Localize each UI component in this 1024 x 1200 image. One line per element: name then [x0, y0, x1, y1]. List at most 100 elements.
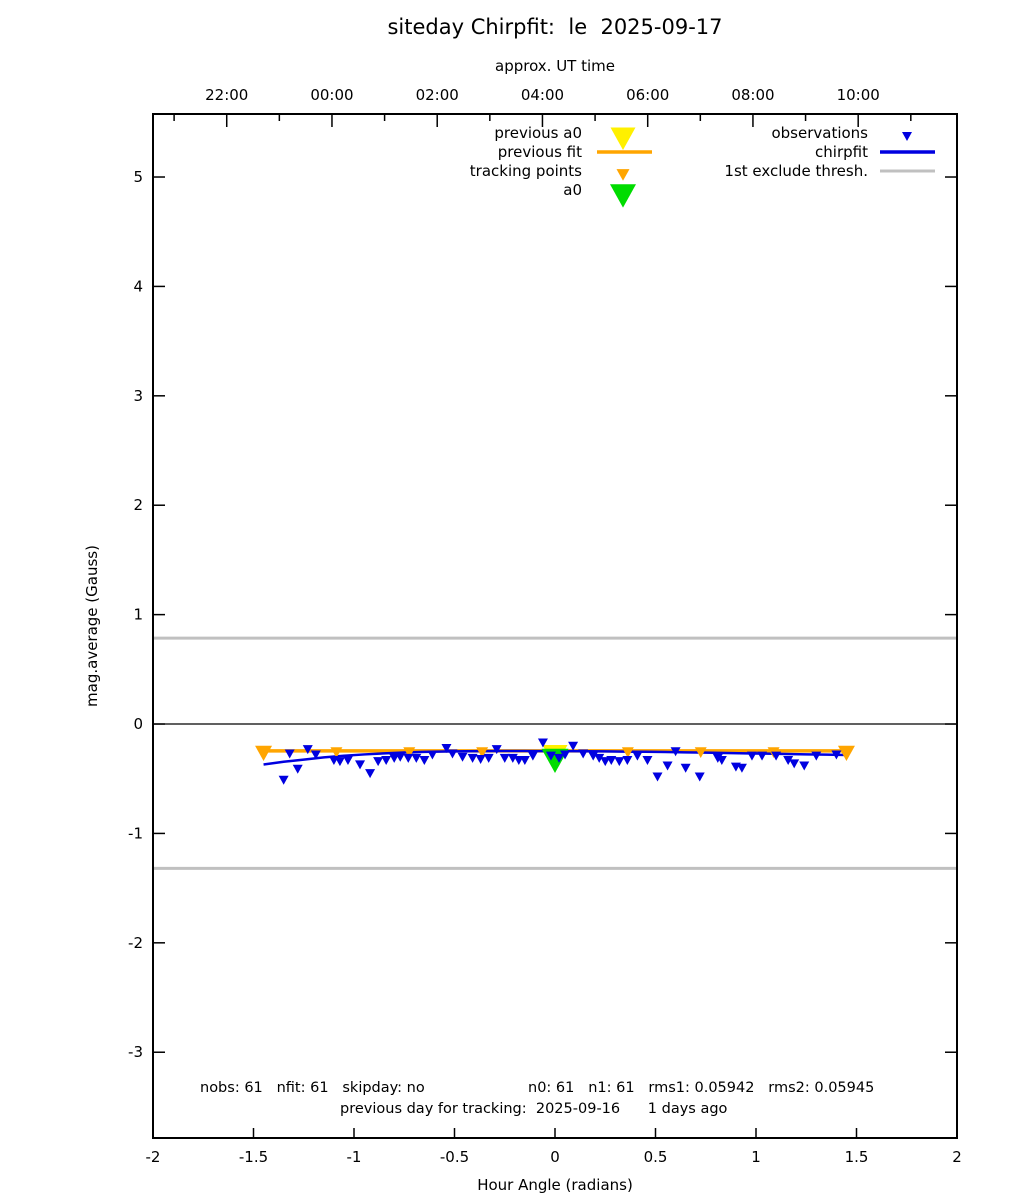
x2-tick-label: 22:00 [205, 86, 248, 104]
x-tick-label: 1.5 [845, 1148, 869, 1166]
chart-title: siteday Chirpfit: le 2025-09-17 [387, 15, 722, 39]
observation-marker [365, 769, 376, 779]
observation-marker [652, 772, 663, 782]
observation-marker [441, 743, 452, 753]
observation-marker [467, 753, 478, 763]
observation-marker [560, 750, 571, 760]
observation-marker [746, 751, 757, 761]
tracking-point-marker [476, 747, 489, 759]
observation-marker [811, 751, 822, 761]
legend-label: a0 [563, 181, 582, 199]
legend-label: 1st exclude thresh. [724, 162, 868, 180]
legend-triangle-icon [902, 132, 912, 141]
observation-marker [475, 754, 486, 764]
observation-marker [334, 757, 345, 767]
observation-marker [545, 751, 556, 761]
tracking-point-marker [694, 747, 707, 759]
x2-tick-label: 10:00 [837, 86, 880, 104]
observation-marker [831, 750, 842, 760]
observation-marker [694, 772, 705, 782]
observation-marker [373, 757, 384, 767]
stats-line1-right: n0: 61 n1: 61 rms1: 0.05942 rms2: 0.0594… [528, 1080, 874, 1096]
observation-marker [519, 756, 530, 766]
tracking-point-marker [255, 745, 273, 762]
observation-marker [411, 753, 422, 763]
observation-marker [680, 763, 691, 773]
observation-marker [594, 753, 605, 763]
observation-marker [537, 738, 548, 748]
observation-marker [757, 751, 768, 761]
observation-marker [457, 752, 468, 762]
stats-line2: previous day for tracking: 2025-09-16 1 … [340, 1101, 728, 1117]
observation-marker [355, 760, 366, 770]
observation-marker [389, 753, 400, 763]
observation-marker [670, 747, 681, 757]
legend-triangle-icon [610, 184, 636, 208]
plot-area: -2 -1.5 -1 -0.5 0 0.5 1 1.5 2 -3 -2 -1 0 1 2 3 4 5 22:00 00… [128, 86, 962, 1166]
legend-label: chirpfit [815, 143, 868, 161]
x-tick-label: 1 [751, 1148, 761, 1166]
legend-triangle-icon [610, 127, 636, 150]
observation-marker [716, 756, 727, 766]
observation-marker [799, 761, 810, 771]
observation-marker [614, 757, 625, 767]
x-tick-label: -1.5 [239, 1148, 268, 1166]
tracking-point-marker [330, 747, 343, 759]
observation-marker [568, 741, 579, 751]
tracking-point-marker [403, 747, 416, 759]
observation-marker [632, 751, 643, 761]
tracking-point-marker [621, 747, 634, 759]
observation-marker [554, 753, 565, 763]
observation-marker [278, 775, 289, 785]
legend-label: tracking points [470, 162, 582, 180]
y-tick-label: -3 [128, 1043, 143, 1061]
observation-marker [491, 745, 502, 755]
y-tick-label: 1 [133, 606, 143, 624]
y-tick-label: 3 [133, 387, 143, 405]
y-tick-label: 4 [133, 277, 143, 295]
x2-tick-label: 08:00 [731, 86, 774, 104]
legend-label: previous a0 [494, 124, 582, 142]
top-axis-title: approx. UT time [495, 57, 615, 75]
observation-marker [527, 751, 538, 761]
observation-marker [771, 751, 782, 761]
observation-marker [789, 759, 800, 769]
y-tick-label: -1 [128, 824, 143, 842]
x-tick-label: 2 [952, 1148, 962, 1166]
stats-line1-left: nobs: 61 nfit: 61 skipday: no [200, 1080, 425, 1096]
observation-marker [622, 756, 633, 766]
observation-marker [292, 764, 303, 774]
observation-marker [419, 756, 430, 766]
observation-marker [600, 757, 611, 767]
x-tick-label: -2 [146, 1148, 161, 1166]
observation-marker [662, 761, 673, 771]
observation-marker [578, 749, 589, 759]
legend-label: observations [771, 124, 868, 142]
observation-marker [342, 756, 353, 766]
observation-marker [310, 750, 321, 760]
observation-marker [642, 756, 653, 766]
legend-triangle-icon [616, 169, 630, 181]
x2-tick-label: 04:00 [521, 86, 564, 104]
x-tick-label: 0.5 [644, 1148, 668, 1166]
observation-marker [783, 756, 794, 766]
observation-marker [381, 756, 392, 766]
observation-marker [427, 750, 438, 760]
observation-marker [395, 752, 406, 762]
legend-label: previous fit [498, 143, 582, 161]
observation-marker [483, 753, 494, 763]
plot-border [152, 113, 958, 1139]
y-tick-label: 0 [133, 715, 143, 733]
y-tick-label: 2 [133, 496, 143, 514]
observation-marker [284, 749, 295, 759]
observation-marker [403, 753, 414, 763]
y-axis-title: mag.average (Gauss) [83, 545, 101, 707]
x-tick-label: -0.5 [440, 1148, 469, 1166]
x-axis-title: Hour Angle (radians) [477, 1176, 633, 1194]
x2-tick-label: 06:00 [626, 86, 669, 104]
x-tick-label: -1 [347, 1148, 362, 1166]
x2-tick-label: 02:00 [416, 86, 459, 104]
